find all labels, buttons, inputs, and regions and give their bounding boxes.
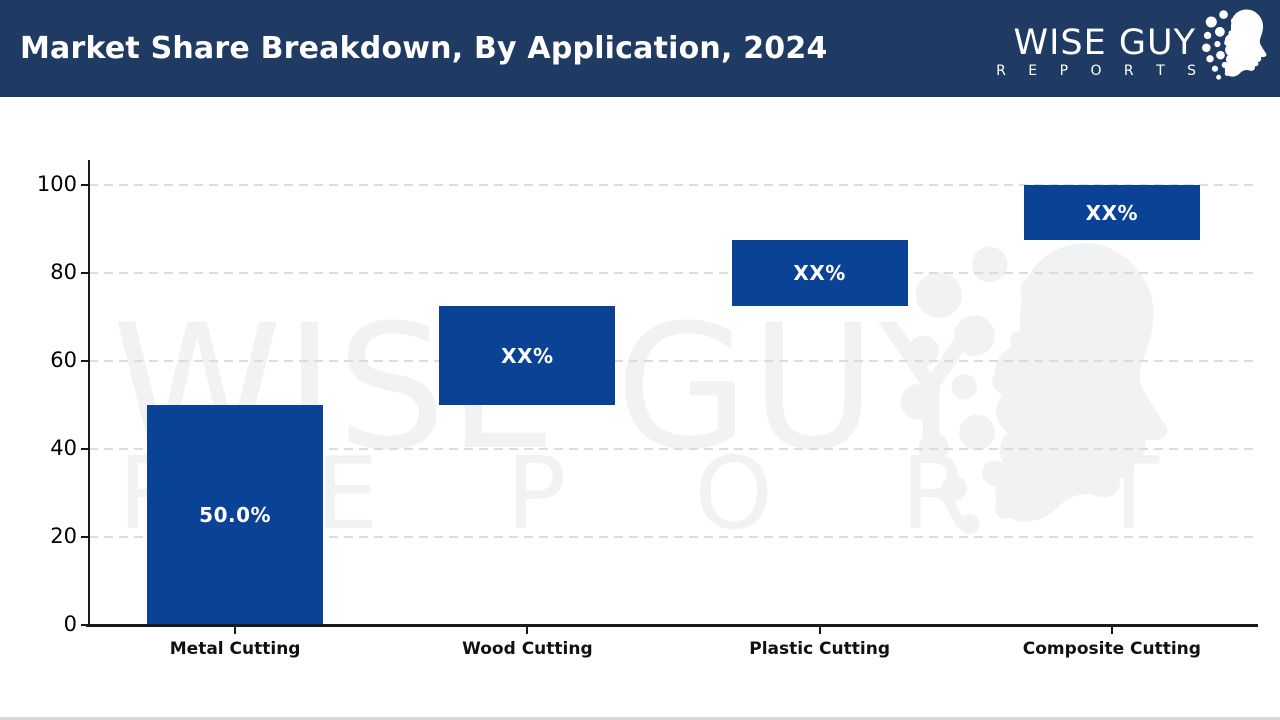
y-tick-label: 0 bbox=[63, 612, 77, 636]
y-axis-tick bbox=[81, 536, 90, 538]
y-axis-tick bbox=[81, 184, 90, 186]
gridline bbox=[89, 448, 1258, 450]
header: Market Share Breakdown, By Application, … bbox=[0, 0, 1280, 97]
gridline bbox=[89, 536, 1258, 538]
chart-area: WISE GUY R E P O R T S 0 20 40 60 80 100 50.0%… bbox=[0, 97, 1280, 717]
gridline bbox=[89, 184, 1258, 186]
bar-value-label: XX% bbox=[501, 343, 554, 368]
y-tick-label: 40 bbox=[50, 436, 77, 460]
bar-value-label: 50.0% bbox=[199, 503, 272, 527]
x-tick-label: Plastic Cutting bbox=[749, 639, 890, 659]
bar-value-label: XX% bbox=[1085, 200, 1139, 225]
bar-segment: XX% bbox=[1023, 185, 1200, 240]
x-axis-tick bbox=[818, 627, 821, 634]
gridline bbox=[89, 360, 1258, 362]
bar-segment: XX% bbox=[731, 240, 908, 306]
brand-text: WISE GUY R E P O R T S bbox=[996, 25, 1196, 79]
x-axis-tick bbox=[234, 627, 237, 634]
x-tick-label: Composite Cutting bbox=[1022, 639, 1201, 659]
x-axis-tick bbox=[526, 627, 529, 634]
bottom-border bbox=[0, 717, 1280, 720]
y-tick-label: 100 bbox=[36, 172, 77, 196]
brand-logo: WISE GUY R E P O R T S bbox=[996, 6, 1268, 92]
x-axis-line bbox=[86, 624, 1258, 627]
x-tick-label: Wood Cutting bbox=[462, 639, 593, 659]
chart-title: Market Share Breakdown, By Application, … bbox=[20, 31, 828, 66]
brand-subname: R E P O R T S bbox=[996, 62, 1205, 79]
y-tick-label: 60 bbox=[50, 348, 77, 372]
bar-value-label: XX% bbox=[793, 261, 846, 285]
brand-name: WISE GUY bbox=[1013, 23, 1196, 64]
bar-segment: XX% bbox=[439, 306, 616, 405]
y-axis-tick bbox=[81, 272, 90, 274]
y-tick-label: 20 bbox=[50, 524, 77, 548]
x-axis-tick bbox=[1110, 627, 1113, 634]
y-axis-tick bbox=[81, 448, 90, 450]
y-axis-line bbox=[88, 160, 90, 625]
bar-segment: 50.0% bbox=[147, 405, 324, 625]
y-axis-tick bbox=[81, 624, 90, 626]
wise-guy-face-icon bbox=[1202, 9, 1267, 80]
y-tick-label: 80 bbox=[50, 260, 77, 284]
gridline bbox=[89, 272, 1258, 274]
watermark-face-icon bbox=[900, 243, 1168, 535]
y-axis-tick bbox=[81, 360, 90, 362]
x-tick-label: Metal Cutting bbox=[169, 639, 301, 659]
